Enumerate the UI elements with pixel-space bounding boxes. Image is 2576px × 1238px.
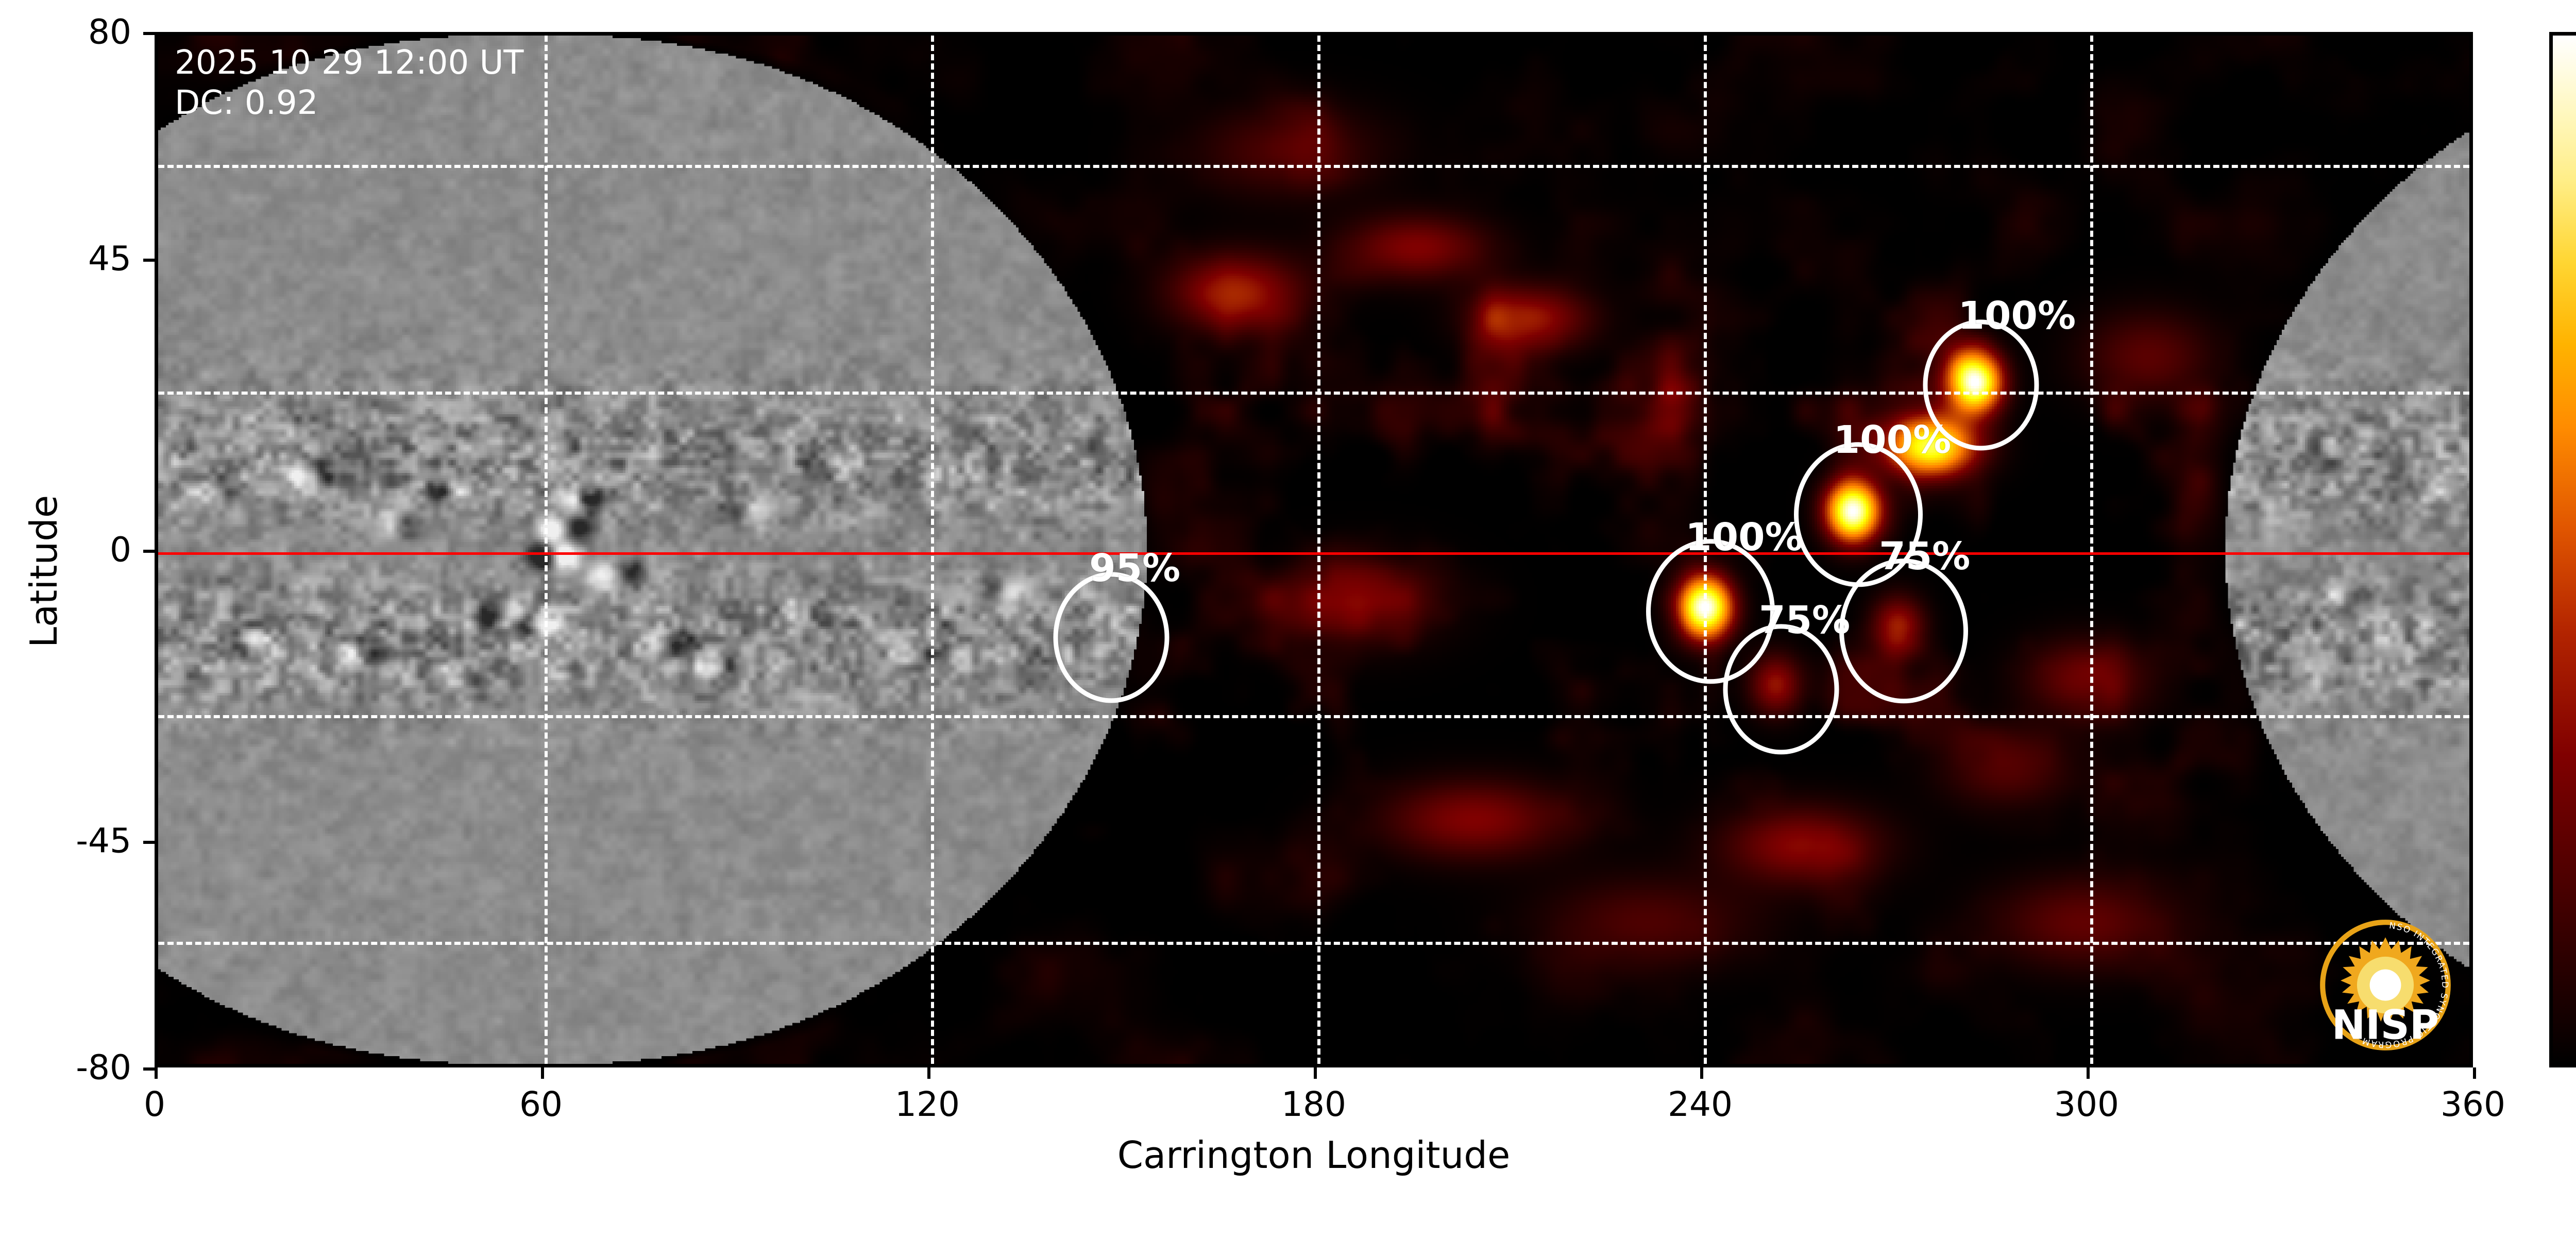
x-tick-label: 120 (895, 1084, 960, 1124)
y-tick-label: 80 (88, 12, 131, 52)
y-tick-label: 45 (88, 239, 131, 279)
synoptic-map-axes[interactable]: 2025 10 29 12:00 UT DC: 0.92 95% 100% 75% 75… (155, 32, 2473, 1067)
y-tick-label: -45 (76, 821, 131, 861)
magnetic-map-image (158, 36, 2469, 1064)
x-tick (155, 1067, 158, 1079)
x-tick-label: 180 (1281, 1084, 1346, 1124)
y-tick (143, 32, 155, 35)
y-tick-label: 0 (110, 530, 131, 570)
y-tick (143, 258, 155, 262)
x-tick-label: 60 (519, 1084, 563, 1124)
y-tick (143, 841, 155, 844)
x-tick-label: 300 (2054, 1084, 2119, 1124)
x-tick (2087, 1067, 2090, 1079)
y-axis-label: Latitude (22, 495, 65, 648)
x-tick (1700, 1067, 1703, 1079)
y-tick (143, 1067, 155, 1071)
colorbar-farside (2549, 32, 2576, 1067)
x-tick (541, 1067, 544, 1079)
x-tick (1314, 1067, 1317, 1079)
x-tick-label: 0 (144, 1084, 165, 1124)
x-axis-label: Carrington Longitude (1117, 1133, 1511, 1177)
y-tick-label: -80 (76, 1047, 131, 1088)
x-tick (2473, 1067, 2476, 1079)
y-tick (143, 550, 155, 553)
x-tick-label: 240 (1668, 1084, 1733, 1124)
x-tick-label: 360 (2441, 1084, 2505, 1124)
x-tick (927, 1067, 930, 1079)
